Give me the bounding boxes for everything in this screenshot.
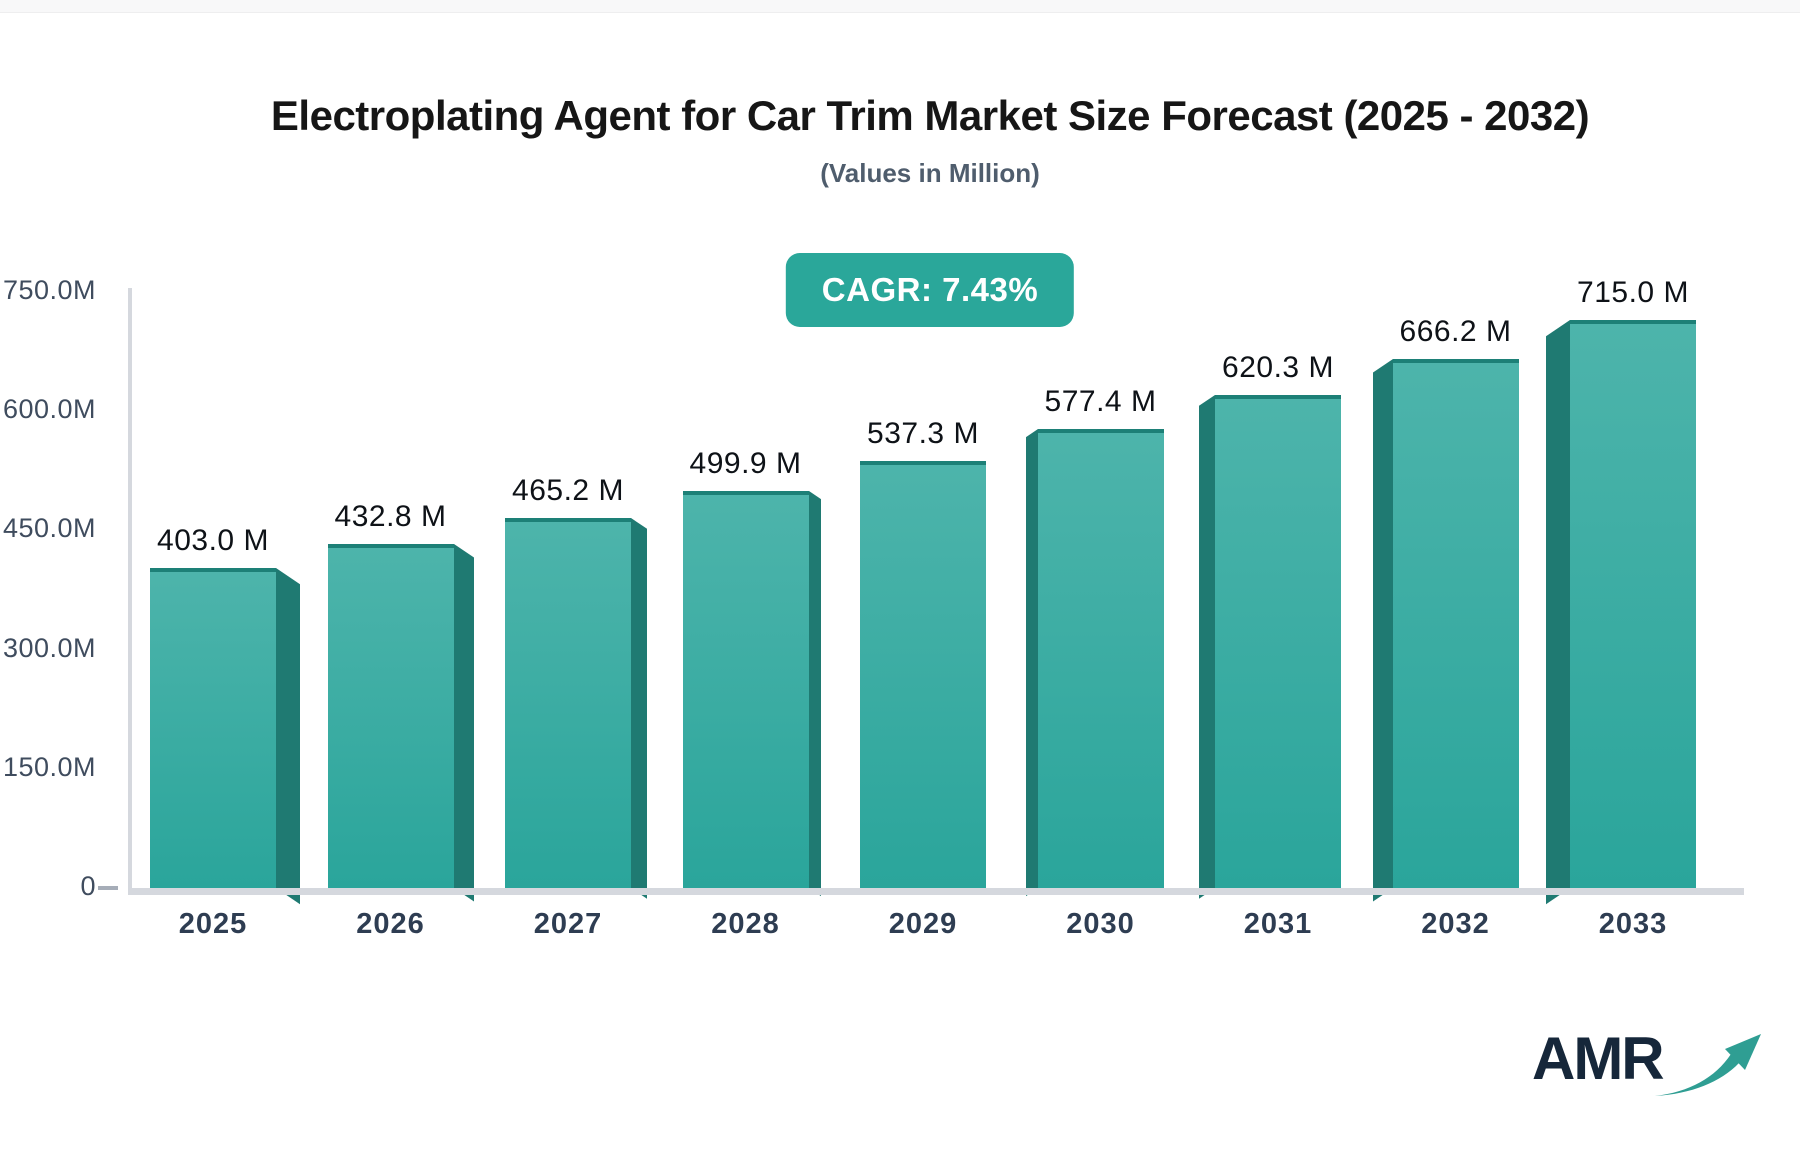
y-axis-tick-label: 750.0M [2, 275, 96, 305]
bar-2032 [1392, 358, 1519, 888]
x-axis-label-2033: 2033 [1598, 908, 1668, 940]
x-axis-label-2028: 2028 [711, 908, 780, 940]
bar-side-face-2025 [276, 567, 300, 905]
bar-2029 [860, 461, 986, 888]
bar-value-label: 499.9 M [689, 446, 802, 480]
y-axis-tick-label: 300.0M [2, 632, 96, 663]
bar-side-face-2033 [1546, 319, 1570, 905]
bar-side-face-2032 [1372, 358, 1393, 902]
x-axis-label-2029: 2029 [888, 908, 958, 940]
bar-value-label: 620.3 M [1222, 351, 1334, 385]
x-axis-label-2026: 2026 [356, 908, 425, 940]
bar-2026 [327, 544, 454, 888]
bar-side-face-2028 [808, 490, 821, 897]
bar-2030 [1037, 429, 1164, 888]
amr-logo: AMR [1532, 1028, 1765, 1102]
top-strip [0, 0, 1800, 13]
cagr-badge: CAGR: 7.43% [785, 253, 1075, 327]
x-axis-label-2027: 2027 [533, 908, 603, 940]
bar-value-label: 465.2 M [512, 474, 624, 508]
bar-side-face-2027 [631, 518, 647, 899]
growth-arrow-icon [1654, 1034, 1761, 1096]
y-axis-tick-label: 0 [80, 871, 96, 901]
chart-subtitle: (Values in Million) [820, 158, 1040, 188]
bar-value-label: 577.4 M [1044, 385, 1157, 419]
x-axis-line [128, 888, 1744, 895]
y-axis-tick-label: 150.0M [2, 751, 96, 782]
x-axis-label-2030: 2030 [1066, 908, 1135, 940]
zero-tick-mark [98, 886, 118, 890]
amr-logo-text: AMR [1532, 1025, 1665, 1092]
bar-value-label: 715.0 M [1577, 275, 1689, 309]
x-axis-label-2025: 2025 [178, 908, 248, 940]
chart-title: Electroplating Agent for Car Trim Market… [270, 92, 1590, 139]
x-axis-label-2032: 2032 [1421, 908, 1490, 940]
bar-value-label: 403.0 M [157, 523, 269, 557]
bar-value-label: 666.2 M [1399, 314, 1512, 348]
bar-side-face-2030 [1025, 429, 1038, 897]
bar-side-face-2031 [1199, 395, 1215, 899]
y-axis-tick-label: 600.0M [2, 394, 96, 425]
bar-2025 [150, 567, 276, 888]
bar-2033 [1570, 319, 1696, 888]
bar-value-label: 537.3 M [867, 417, 979, 451]
bar-2027 [505, 518, 631, 888]
y-axis-tick-label: 450.0M [2, 513, 96, 544]
x-axis-label-2031: 2031 [1243, 908, 1313, 940]
bar-value-label: 432.8 M [334, 500, 447, 534]
bar-2031 [1215, 395, 1341, 888]
y-axis-line [128, 288, 132, 895]
bar-2028 [682, 490, 809, 888]
bar-side-face-2026 [453, 544, 474, 902]
